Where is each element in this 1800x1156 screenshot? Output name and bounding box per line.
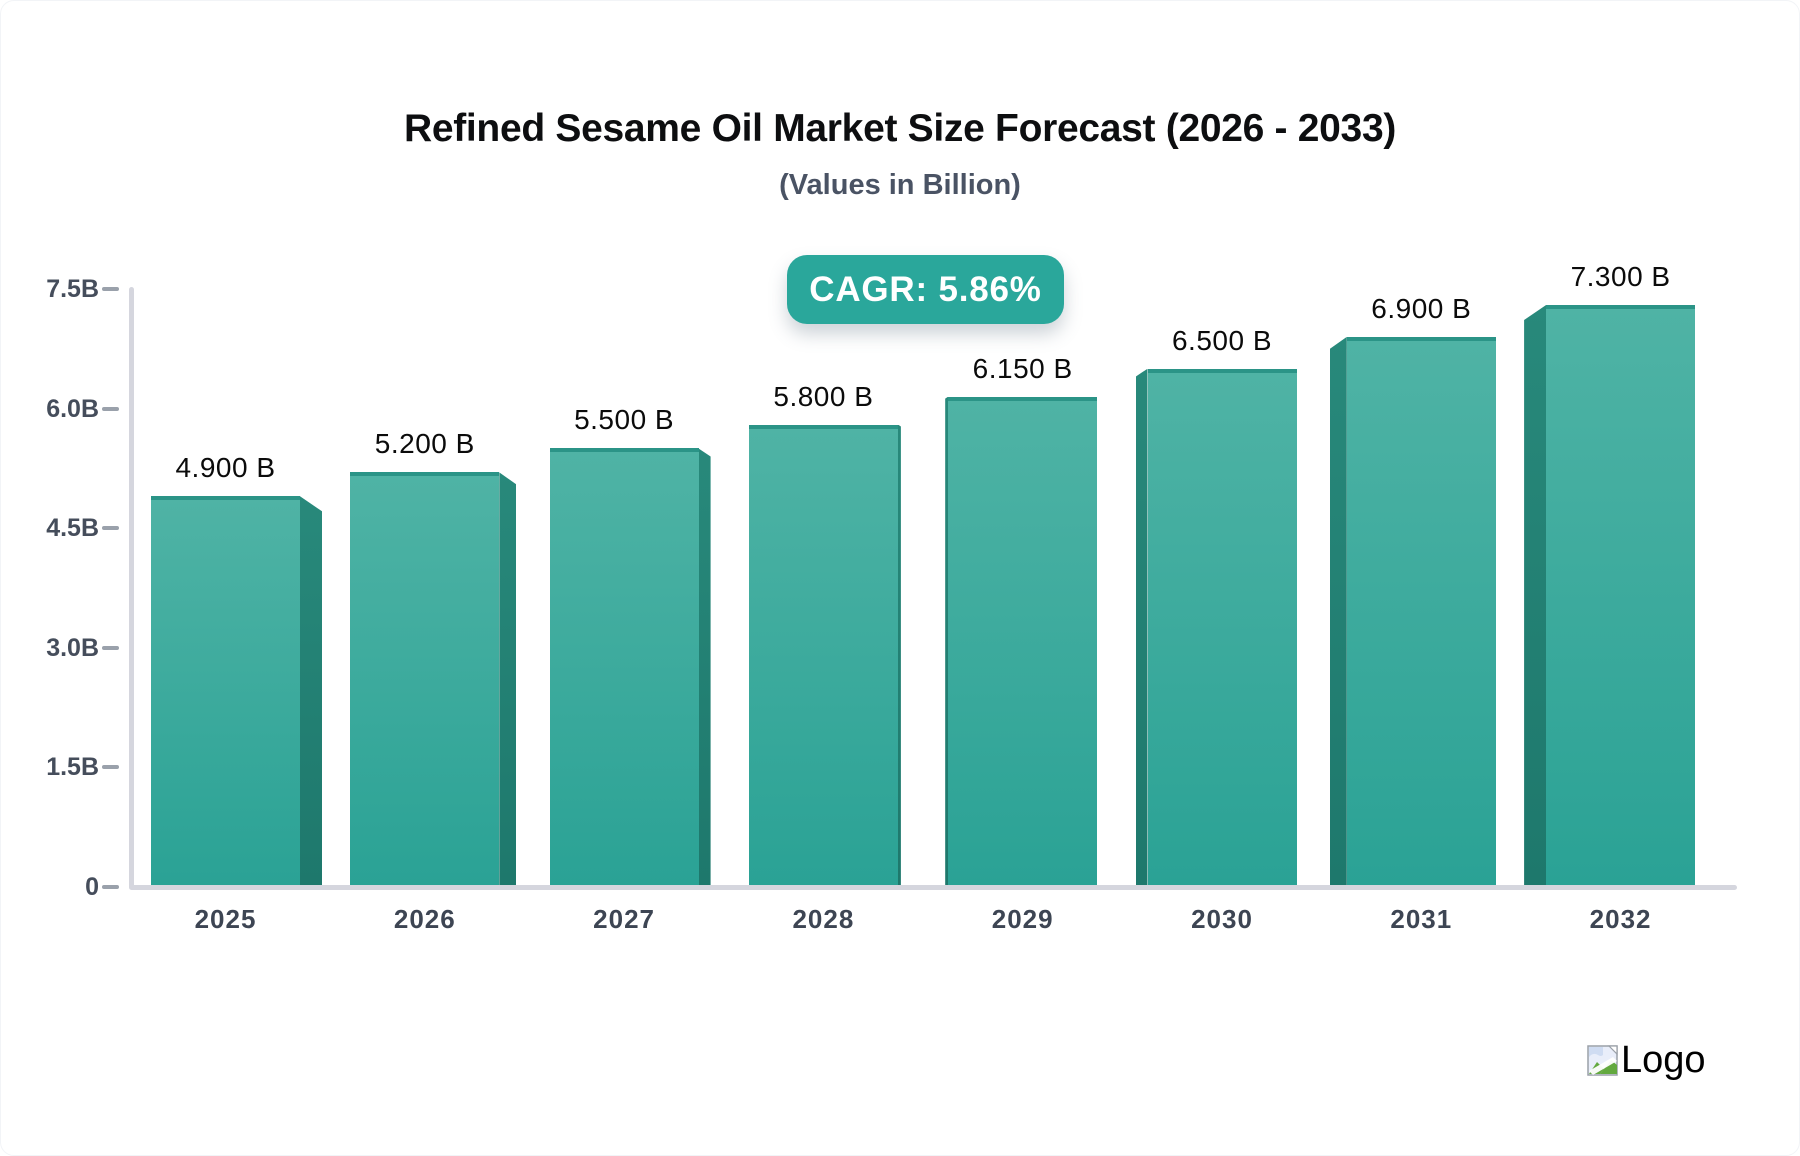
cagr-badge: CAGR: 5.86% (787, 255, 1064, 324)
bar-side-2027 (698, 448, 711, 887)
bar-2027 (549, 448, 699, 887)
y-tick-dash (102, 645, 119, 650)
y-tick-label: 6.0B (46, 394, 99, 423)
bar-2030 (1147, 368, 1297, 887)
x-tick-label-2025: 2025 (194, 904, 257, 934)
bar-side-2032 (1524, 304, 1547, 887)
bar-side-2030 (1135, 368, 1148, 887)
bar-side-2031 (1329, 336, 1347, 887)
y-tick-dash (102, 406, 119, 411)
bar-value-label: 7.300 B (1570, 260, 1671, 292)
x-axis-line (129, 885, 1737, 890)
bar-side-2028 (897, 424, 901, 887)
bar-2025 (151, 496, 300, 887)
bar-2029 (948, 396, 1098, 887)
bar-side-2025 (300, 496, 322, 887)
cagr-badge-label: CAGR: 5.86% (809, 269, 1042, 309)
bar-value-label: 6.500 B (1171, 324, 1273, 356)
y-tick-dash (102, 885, 119, 889)
bar-value-label: 5.200 B (374, 428, 475, 460)
x-tick-label-2029: 2029 (991, 904, 1054, 934)
y-tick-label: 0 (85, 873, 99, 901)
bar-value-label: 5.500 B (574, 404, 675, 436)
bar-value-label: 6.900 B (1371, 292, 1472, 324)
x-tick-label-2027: 2027 (593, 904, 656, 934)
chart-title: Refined Sesame Oil Market Size Forecast … (403, 107, 1397, 150)
bar-2028 (748, 424, 898, 887)
x-tick-label-2028: 2028 (792, 904, 855, 934)
y-tick-dash (102, 526, 119, 531)
bar-2026 (350, 472, 500, 887)
chart-subtitle: (Values in Billion) (779, 169, 1021, 201)
y-tick-label: 3.0B (46, 633, 99, 662)
y-tick-dash (102, 765, 119, 770)
bar-value-label: 4.900 B (175, 452, 276, 484)
bar-value-label: 6.150 B (972, 352, 1073, 384)
y-axis-line (129, 287, 134, 889)
x-tick-label-2026: 2026 (393, 904, 456, 934)
bar-side-2029 (945, 396, 949, 887)
bar-2032 (1546, 304, 1696, 887)
y-tick-dash (102, 287, 119, 291)
x-tick-label-2031: 2031 (1390, 904, 1453, 934)
bar-value-label: 5.800 B (773, 380, 874, 412)
y-tick-label: 4.5B (46, 514, 99, 543)
x-tick-label-2030: 2030 (1191, 904, 1253, 934)
logo: Logo (1587, 1039, 1706, 1082)
bar-side-2026 (499, 472, 517, 887)
y-tick-label: 1.5B (46, 753, 99, 782)
x-tick-label-2032: 2032 (1589, 904, 1652, 934)
y-tick-label: 7.5B (46, 275, 99, 303)
logo-text: Logo (1621, 1039, 1706, 1081)
bar-2031 (1346, 336, 1496, 887)
broken-image-icon (1587, 1044, 1618, 1076)
